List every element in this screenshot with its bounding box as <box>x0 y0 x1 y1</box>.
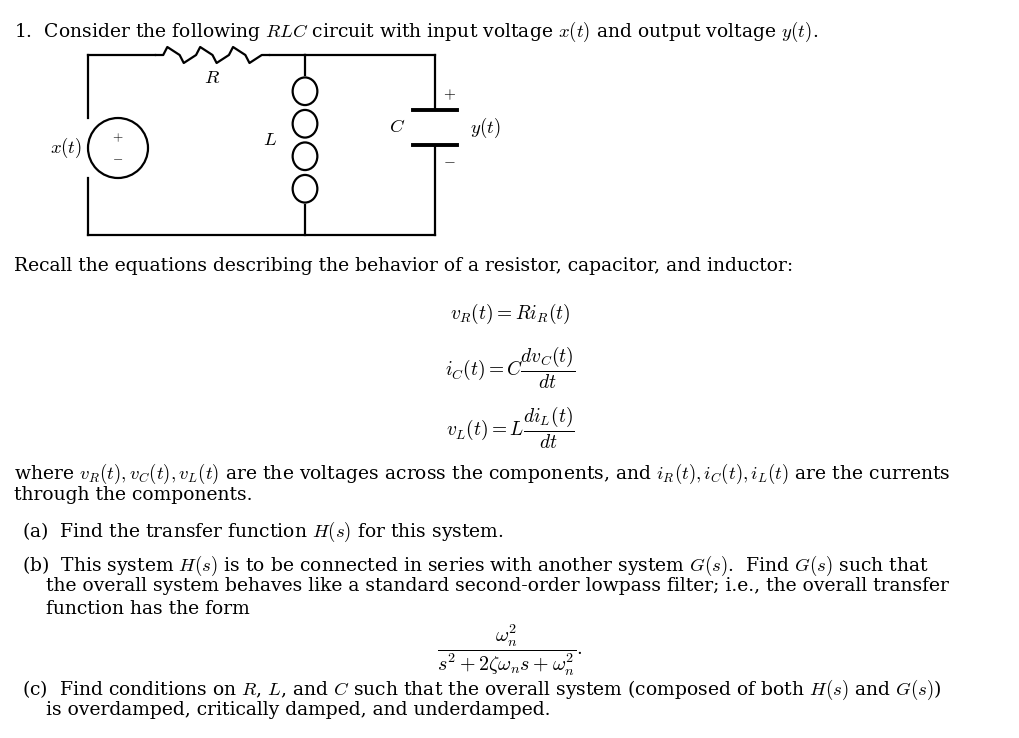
Text: $C$: $C$ <box>388 119 405 137</box>
Text: $+$: $+$ <box>442 87 455 102</box>
Text: 1.  Consider the following $RLC$ circuit with input voltage $x(t)$ and output vo: 1. Consider the following $RLC$ circuit … <box>14 20 817 44</box>
Text: $-$: $-$ <box>442 153 455 167</box>
Text: $x(t)$: $x(t)$ <box>50 136 82 160</box>
Text: where $v_R(t), v_C(t), v_L(t)$ are the voltages across the components, and $i_R(: where $v_R(t), v_C(t), v_L(t)$ are the v… <box>14 462 950 486</box>
Text: function has the form: function has the form <box>46 600 250 618</box>
Text: Recall the equations describing the behavior of a resistor, capacitor, and induc: Recall the equations describing the beha… <box>14 257 793 275</box>
Text: through the components.: through the components. <box>14 486 253 504</box>
Text: the overall system behaves like a standard second-order lowpass filter; i.e., th: the overall system behaves like a standa… <box>46 577 948 595</box>
Text: $v_L(t) = L\dfrac{di_L(t)}{dt}$: $v_L(t) = L\dfrac{di_L(t)}{dt}$ <box>445 405 574 451</box>
Text: $y(t)$: $y(t)$ <box>470 115 500 139</box>
Text: (b)  This system $H(s)$ is to be connected in series with another system $G(s)$.: (b) This system $H(s)$ is to be connecte… <box>22 554 928 578</box>
Text: $\dfrac{\omega_n^2}{s^2 + 2\zeta\omega_n s + \omega_n^2}.$: $\dfrac{\omega_n^2}{s^2 + 2\zeta\omega_n… <box>437 622 582 677</box>
Text: (a)  Find the transfer function $H(s)$ for this system.: (a) Find the transfer function $H(s)$ fo… <box>22 520 503 544</box>
Text: $+$: $+$ <box>112 131 123 145</box>
Text: $i_C(t) = C\dfrac{dv_C(t)}{dt}$: $i_C(t) = C\dfrac{dv_C(t)}{dt}$ <box>444 345 575 391</box>
Text: $-$: $-$ <box>112 151 123 165</box>
Text: is overdamped, critically damped, and underdamped.: is overdamped, critically damped, and un… <box>46 701 550 719</box>
Text: $R$: $R$ <box>204 69 220 87</box>
Text: (c)  Find conditions on $R$, $L$, and $C$ such that the overall system (composed: (c) Find conditions on $R$, $L$, and $C$… <box>22 678 941 702</box>
Text: $L$: $L$ <box>263 131 277 149</box>
Text: $v_R(t) = Ri_R(t)$: $v_R(t) = Ri_R(t)$ <box>449 302 570 326</box>
